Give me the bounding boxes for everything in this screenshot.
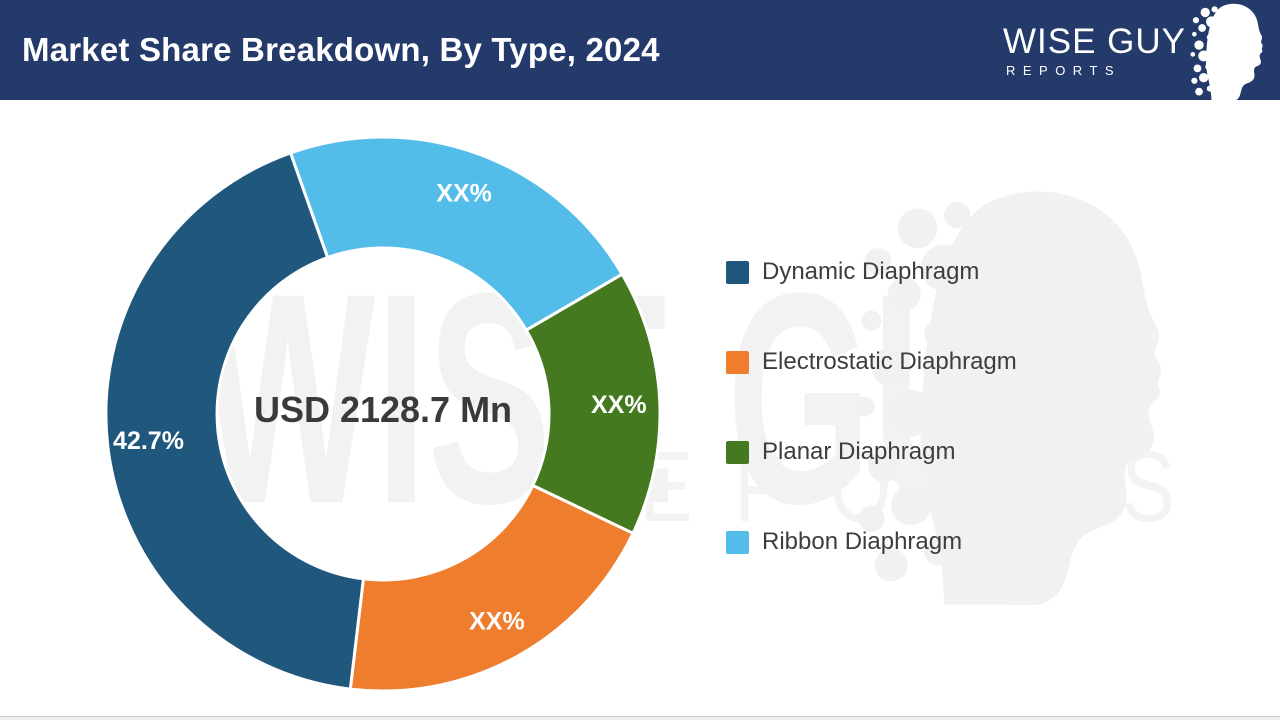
legend-swatch: [726, 350, 749, 374]
legend-label: Dynamic Diaphragm: [762, 258, 980, 285]
donut-chart: XX% XX% XX% 42.7%: [104, 135, 662, 693]
wiseguy-face-icon: [1190, 3, 1263, 101]
logo-subtext: REPORTS: [1005, 62, 1122, 78]
donut-center-value: USD 2128.7 Mn: [253, 389, 513, 430]
legend-label: Ribbon Diaphragm: [762, 528, 963, 555]
legend-item-dynamic-diaphragm: Dynamic Diaphragm: [726, 250, 1017, 294]
page-title: Market Share Breakdown, By Type, 2024: [22, 31, 660, 68]
slice-label: XX%: [591, 391, 647, 419]
donut-slice-ribbon-diaphragm: [289, 135, 624, 332]
donut-slice-dynamic-diaphragm: [104, 151, 365, 691]
legend-swatch: [726, 260, 749, 284]
chart-area: WISE GUY REPORTS XX% XX% XX% 42.7% USD 21: [0, 100, 1280, 716]
legend-item-electrostatic-diaphragm: Electrostatic Diaphragm: [726, 340, 1017, 384]
legend-label: Electrostatic Diaphragm: [762, 348, 1017, 375]
legend-item-ribbon-diaphragm: Ribbon Diaphragm: [726, 520, 1017, 564]
legend-item-planar-diaphragm: Planar Diaphragm: [726, 430, 1017, 474]
logo-wordmark: WISE GUY: [1002, 21, 1186, 61]
donut-slice-electrostatic-diaphragm: [348, 484, 635, 693]
slice-label: XX%: [469, 608, 525, 636]
legend: Dynamic Diaphragm Electrostatic Diaphrag…: [726, 250, 1017, 610]
bottom-divider: [0, 716, 1280, 720]
brand-logo: WISE GUY REPORTS: [1003, 0, 1266, 101]
legend-label: Planar Diaphragm: [762, 438, 956, 465]
header-bar: Market Share Breakdown, By Type, 2024 WI…: [0, 0, 1280, 101]
slice-label: XX%: [436, 179, 492, 207]
legend-swatch: [726, 530, 749, 554]
legend-swatch: [726, 440, 749, 464]
slice-label: 42.7%: [113, 427, 184, 455]
